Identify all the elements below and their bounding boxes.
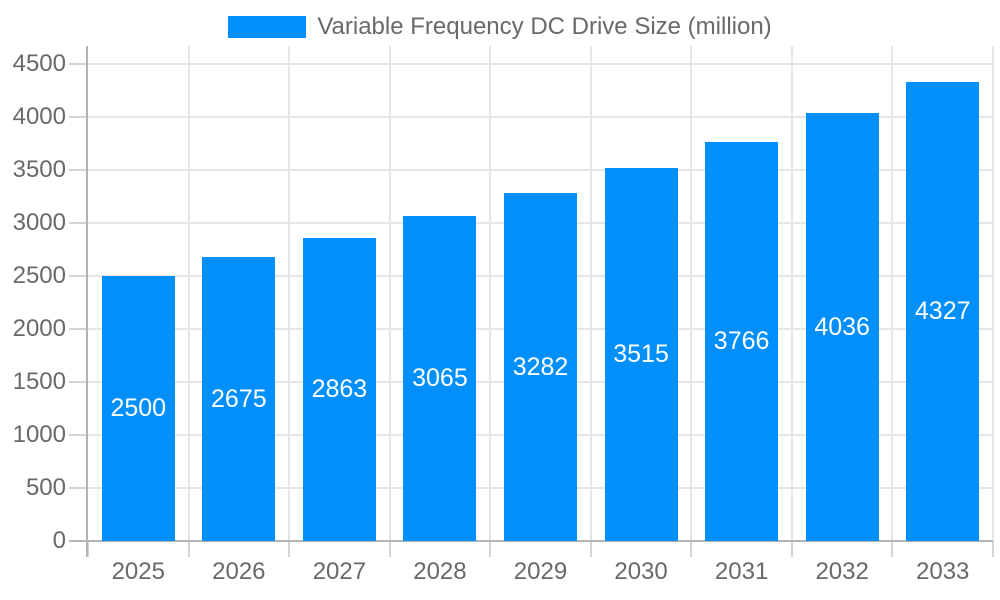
legend-label: Variable Frequency DC Drive Size (millio… <box>317 13 772 40</box>
x-tick-3 <box>388 541 391 557</box>
bar-value-label-2032: 4036 <box>814 312 870 341</box>
bar-2030[interactable]: 3515 <box>604 168 678 541</box>
gridline-v-3 <box>388 46 391 541</box>
x-tick-8 <box>891 541 894 557</box>
y-tick-2500 <box>69 275 88 277</box>
x-tick-0 <box>87 541 89 557</box>
y-tick-label-4500: 4500 <box>12 50 66 77</box>
bar-value-label-2027: 2863 <box>311 374 368 403</box>
y-axis-line <box>86 46 88 557</box>
bar-value-label-2033: 4327 <box>914 297 971 326</box>
y-tick-3500 <box>69 169 88 171</box>
bar-2029[interactable]: 3282 <box>504 193 577 541</box>
x-tick-6 <box>690 541 693 557</box>
y-tick-label-1000: 1000 <box>12 421 66 448</box>
x-tick-9 <box>992 541 994 557</box>
gridline-v-9 <box>992 46 994 541</box>
y-tick-label-1500: 1500 <box>12 368 66 395</box>
legend-swatch <box>228 16 307 38</box>
y-tick-label-2000: 2000 <box>12 315 66 342</box>
x-tick-label-2031: 2031 <box>714 558 769 585</box>
x-tick-7 <box>790 541 793 557</box>
gridline-v-5 <box>589 46 592 541</box>
gridline-v-7 <box>790 46 793 541</box>
y-tick-label-500: 500 <box>25 474 66 501</box>
gridline-h-3500 <box>88 169 993 171</box>
bar-2026[interactable]: 2675 <box>202 257 276 541</box>
y-tick-label-4000: 4000 <box>12 103 66 130</box>
x-axis-line <box>69 540 993 542</box>
x-tick-label-2027: 2027 <box>312 558 367 585</box>
x-tick-label-2030: 2030 <box>614 558 668 585</box>
bar-2028[interactable]: 3065 <box>403 216 477 541</box>
x-tick-label-2029: 2029 <box>513 558 568 585</box>
bar-value-label-2030: 3515 <box>613 340 669 369</box>
y-tick-label-3500: 3500 <box>12 156 66 183</box>
bar-2032[interactable]: 4036 <box>805 113 879 541</box>
y-tick-2000 <box>69 328 88 330</box>
x-tick-label-2025: 2025 <box>111 558 165 585</box>
bar-value-label-2031: 3766 <box>713 326 770 355</box>
x-tick-1 <box>187 541 190 557</box>
gridline-v-1 <box>187 46 190 541</box>
x-tick-5 <box>589 541 592 557</box>
gridline-v-8 <box>891 46 894 541</box>
y-tick-1500 <box>69 381 88 383</box>
gridline-v-6 <box>690 46 693 541</box>
bar-value-label-2029: 3282 <box>512 352 569 381</box>
y-tick-label-2500: 2500 <box>12 262 66 289</box>
bar-value-label-2028: 3065 <box>412 364 468 393</box>
x-tick-label-2032: 2032 <box>815 558 869 585</box>
y-tick-4500 <box>69 63 88 65</box>
x-tick-label-2028: 2028 <box>413 558 467 585</box>
bar-2025[interactable]: 2500 <box>101 276 175 541</box>
y-tick-3000 <box>69 222 88 224</box>
bar-2031[interactable]: 3766 <box>705 141 779 541</box>
legend[interactable]: Variable Frequency DC Drive Size (millio… <box>0 12 1000 42</box>
gridline-v-2 <box>288 46 291 541</box>
bar-2027[interactable]: 2863 <box>302 237 376 541</box>
x-tick-label-2033: 2033 <box>916 558 970 585</box>
x-tick-4 <box>489 541 492 557</box>
y-tick-4000 <box>69 116 88 118</box>
y-tick-1000 <box>69 434 88 436</box>
x-tick-2 <box>288 541 291 557</box>
bar-value-label-2025: 2500 <box>110 394 167 422</box>
y-tick-label-3000: 3000 <box>12 209 66 236</box>
x-tick-label-2026: 2026 <box>212 558 266 585</box>
y-tick-500 <box>69 487 88 489</box>
gridline-h-4500 <box>88 63 993 65</box>
gridline-h-4000 <box>88 116 993 118</box>
y-tick-label-0: 0 <box>52 527 66 554</box>
gridline-v-4 <box>489 46 492 541</box>
bar-value-label-2026: 2675 <box>211 384 267 413</box>
bar-2033[interactable]: 4327 <box>906 82 980 541</box>
